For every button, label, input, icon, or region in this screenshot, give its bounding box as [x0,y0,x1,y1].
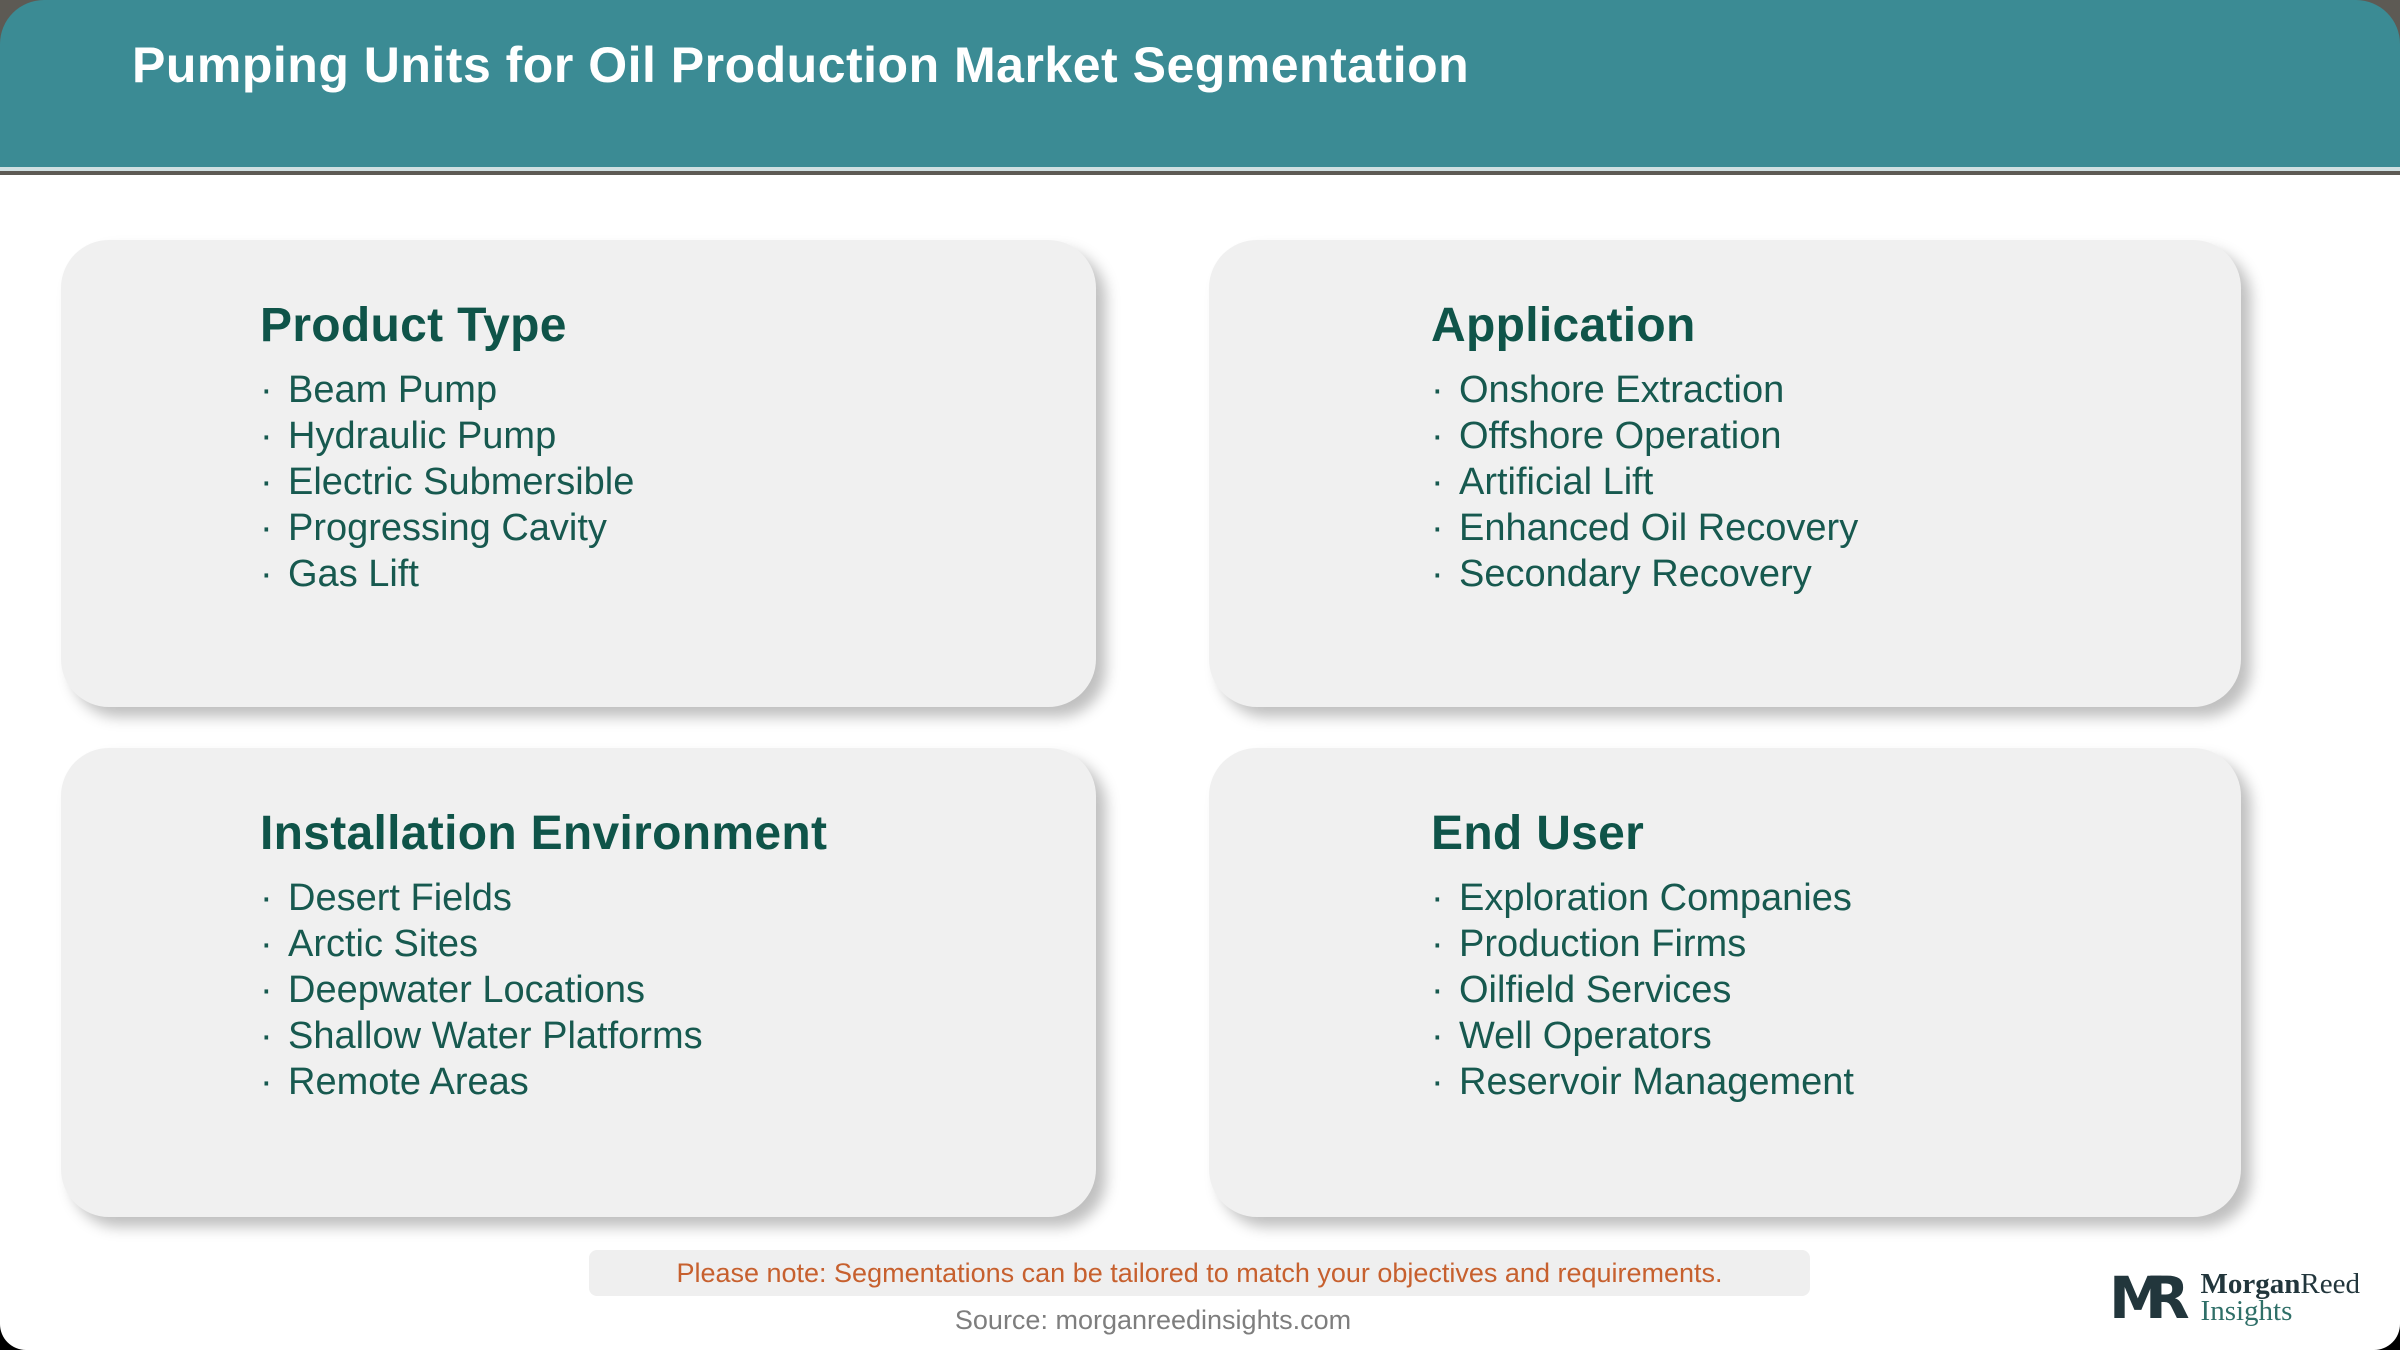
bullet-dot-icon: · [1431,877,1444,919]
bullet-dot-icon: · [1431,1015,1444,1057]
list-item: · Well Operators [1431,1013,2181,1059]
list-item-label: Oilfield Services [1459,969,1732,1011]
card-title: Product Type [260,299,567,352]
logo-text: MorganReed Insights [2200,1267,2360,1327]
bullet-dot-icon: · [1431,553,1444,595]
list-item-label: Progressing Cavity [288,507,607,549]
bullet-dot-icon: · [1431,969,1444,1011]
card-list: · Beam Pump · Hydraulic Pump · Electric Sub… [260,367,1036,597]
bullet-dot-icon: · [1431,415,1444,457]
card-title: Application [1431,299,1696,352]
list-item-label: Exploration Companies [1459,877,1852,919]
list-item-label: Hydraulic Pump [288,415,557,457]
list-item-label: Artificial Lift [1459,461,1654,503]
bullet-dot-icon: · [1431,1061,1444,1103]
bullet-dot-icon: · [260,369,273,411]
list-item-label: Remote Areas [288,1061,529,1103]
card-title: End User [1431,807,1645,860]
page-title: Pumping Units for Oil Production Market … [132,37,1470,93]
header-bar [0,0,2400,171]
list-item-label: Onshore Extraction [1459,369,1785,411]
logo-tagline: Insights [2200,1294,2293,1327]
svg-text:M: M [2111,1268,2167,1326]
list-item: · Progressing Cavity [260,505,1036,551]
list-item-label: Reservoir Management [1459,1061,1854,1103]
note-banner: Please note: Segmentations can be tailor… [589,1250,1810,1296]
logo-brand-name: MorganReed [2200,1267,2360,1300]
list-item-label: Deepwater Locations [288,969,645,1011]
bullet-dot-icon: · [260,1061,273,1103]
bullet-dot-icon: · [1431,369,1444,411]
list-item-label: Offshore Operation [1459,415,1782,457]
list-item: · Artificial Lift [1431,459,2181,505]
list-item-label: Beam Pump [288,369,498,411]
card-product-type: Product Type · Beam Pump · Hydraulic Pump … [61,240,1096,707]
list-item: · Beam Pump [260,367,1036,413]
bullet-dot-icon: · [1431,923,1444,965]
bullet-dot-icon: · [260,1015,273,1057]
list-item-label: Secondary Recovery [1459,553,1812,595]
card-application: Application · Onshore Extraction · Offshor… [1209,240,2241,707]
list-item: · Reservoir Management [1431,1059,2181,1105]
list-item: · Desert Fields [260,875,1036,921]
bullet-dot-icon: · [260,969,273,1011]
segmentation-cards-grid: Product Type · Beam Pump · Hydraulic Pump … [61,240,2241,1217]
list-item: · Electric Submersible [260,459,1036,505]
bullet-dot-icon: · [260,877,273,919]
card-list: · Desert Fields · Arctic Sites · Deepwater … [260,875,1036,1105]
bullet-dot-icon: · [260,415,273,457]
card-list: · Onshore Extraction · Offshore Operation … [1431,367,2181,597]
list-item: · Onshore Extraction [1431,367,2181,413]
list-item-label: Well Operators [1459,1015,1712,1057]
note-text: Please note: Segmentations can be tailor… [676,1257,1723,1288]
list-item-label: Production Firms [1459,923,1747,965]
list-item: · Oilfield Services [1431,967,2181,1013]
list-item-label: Electric Submersible [288,461,635,503]
card-list: · Exploration Companies · Production Firms… [1431,875,2181,1105]
bullet-dot-icon: · [260,461,273,503]
list-item: · Gas Lift [260,551,1036,597]
list-item: · Offshore Operation [1431,413,2181,459]
list-item-label: Desert Fields [288,877,512,919]
logo-brand-regular: Reed [2300,1267,2360,1300]
source-text: Source: morganreedinsights.com [954,1305,1352,1335]
list-item-label: Arctic Sites [288,923,479,965]
svg-text:R: R [2145,1268,2190,1326]
list-item-label: Shallow Water Platforms [288,1015,703,1057]
list-item: · Hydraulic Pump [260,413,1036,459]
list-item: · Enhanced Oil Recovery [1431,505,2181,551]
morganreed-monogram-icon: M R [2111,1268,2190,1326]
card-installation-environment: Installation Environment · Desert Fields … [61,748,1096,1217]
list-item: · Production Firms [1431,921,2181,967]
list-item-label: Enhanced Oil Recovery [1459,507,1859,549]
list-item-label: Gas Lift [288,553,419,595]
bullet-dot-icon: · [260,923,273,965]
logo-brand-bold: Morgan [2200,1267,2301,1300]
card-title: Installation Environment [260,807,828,860]
bullet-dot-icon: · [260,507,273,549]
list-item: · Exploration Companies [1431,875,2181,921]
morganreed-logo: M R MorganReed Insights [2111,1268,2360,1326]
list-item: · Arctic Sites [260,921,1036,967]
card-end-user: End User · Exploration Companies · Product… [1209,748,2241,1217]
bullet-dot-icon: · [1431,461,1444,503]
bullet-dot-icon: · [260,553,273,595]
list-item: · Remote Areas [260,1059,1036,1105]
list-item: · Deepwater Locations [260,967,1036,1013]
bullet-dot-icon: · [1431,507,1444,549]
list-item: · Secondary Recovery [1431,551,2181,597]
list-item: · Shallow Water Platforms [260,1013,1036,1059]
